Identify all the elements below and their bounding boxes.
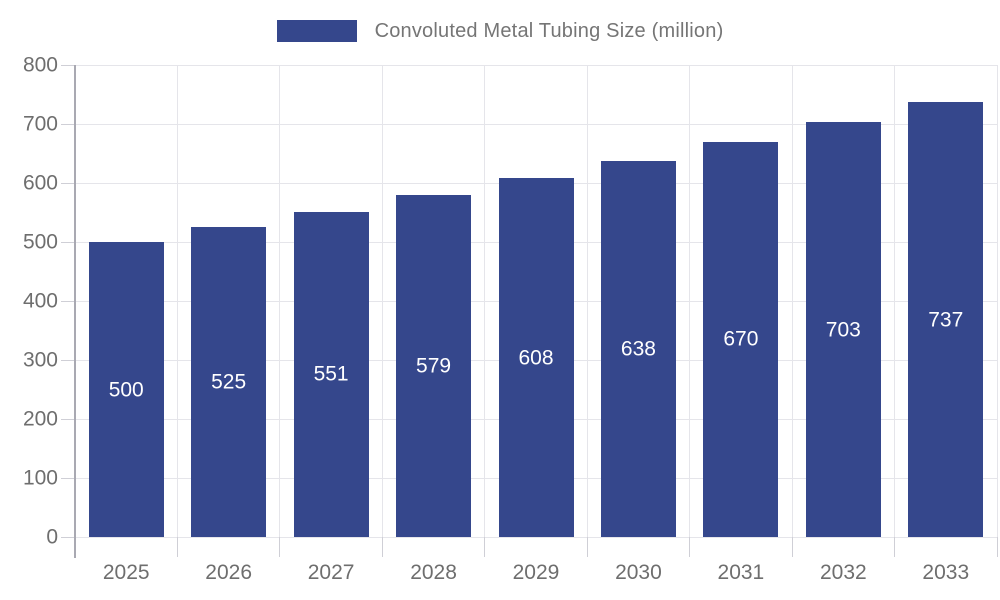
y-axis-label: 300 xyxy=(22,348,58,372)
bar-value-label: 737 xyxy=(928,308,964,332)
bar xyxy=(908,102,984,537)
x-gridline xyxy=(484,65,486,537)
x-axis-label: 2033 xyxy=(922,561,970,584)
y-axis-line xyxy=(74,65,76,558)
x-axis-tick xyxy=(381,537,383,557)
x-axis-tick xyxy=(689,537,691,557)
x-axis-label: 2029 xyxy=(512,561,560,584)
bar-value-label: 579 xyxy=(416,354,452,378)
bar-value-label: 703 xyxy=(825,318,861,342)
x-gridline xyxy=(176,65,178,537)
y-axis-label: 600 xyxy=(22,171,58,195)
x-axis-label: 2031 xyxy=(717,561,765,584)
x-gridline xyxy=(996,65,998,537)
x-axis-tick xyxy=(586,537,588,557)
y-axis-label: 100 xyxy=(22,466,58,490)
x-gridline xyxy=(689,65,691,537)
y-axis-tick xyxy=(61,536,75,538)
y-axis-tick xyxy=(61,300,75,302)
x-gridline xyxy=(381,65,383,537)
bar xyxy=(396,195,472,537)
y-axis-tick xyxy=(61,123,75,125)
x-axis-tick xyxy=(791,537,793,557)
y-axis-label: 500 xyxy=(22,230,58,254)
y-axis-tick xyxy=(61,182,75,184)
x-axis-tick xyxy=(894,537,896,557)
bar xyxy=(498,178,574,537)
y-axis-tick xyxy=(61,477,75,479)
y-gridline xyxy=(75,123,997,125)
y-axis-tick xyxy=(61,359,75,361)
x-axis-label: 2030 xyxy=(615,561,662,584)
x-axis-label: 2027 xyxy=(307,561,355,584)
bar xyxy=(88,242,164,537)
bar-value-label: 670 xyxy=(723,327,759,351)
y-axis-tick xyxy=(61,241,75,243)
legend-swatch xyxy=(276,20,357,42)
bar-value-label: 525 xyxy=(211,370,247,394)
y-axis-tick xyxy=(61,64,75,66)
x-axis-label: 2025 xyxy=(102,561,150,584)
bar xyxy=(600,160,676,537)
y-axis-label: 200 xyxy=(22,407,58,431)
x-gridline xyxy=(586,65,588,537)
bar-value-label: 638 xyxy=(620,337,656,361)
legend: Convoluted Metal Tubing Size (million) xyxy=(0,16,1000,46)
bar-value-label: 551 xyxy=(313,362,349,386)
y-gridline xyxy=(75,64,997,66)
bar xyxy=(805,122,881,537)
x-gridline xyxy=(279,65,281,537)
y-axis-label: 800 xyxy=(22,53,58,77)
y-axis-tick xyxy=(61,418,75,420)
bar xyxy=(703,141,779,537)
x-axis-tick xyxy=(176,537,178,557)
y-axis-label: 700 xyxy=(22,112,58,136)
legend-label: Convoluted Metal Tubing Size (million) xyxy=(374,19,724,42)
bar-value-label: 500 xyxy=(108,378,144,401)
x-gridline xyxy=(894,65,896,537)
x-axis-tick xyxy=(996,537,998,557)
y-axis-label: 400 xyxy=(22,289,58,313)
x-axis-label: 2032 xyxy=(819,561,867,584)
bar xyxy=(293,211,369,537)
y-axis-label: 0 xyxy=(46,525,58,549)
x-axis-label: 2028 xyxy=(410,561,457,584)
x-gridline xyxy=(791,65,793,537)
x-axis-label: 2026 xyxy=(205,561,253,584)
x-axis-tick xyxy=(279,537,281,557)
bar xyxy=(191,227,267,537)
x-axis-tick xyxy=(484,537,486,557)
bar-value-label: 608 xyxy=(518,346,554,370)
y-gridline xyxy=(75,536,997,538)
